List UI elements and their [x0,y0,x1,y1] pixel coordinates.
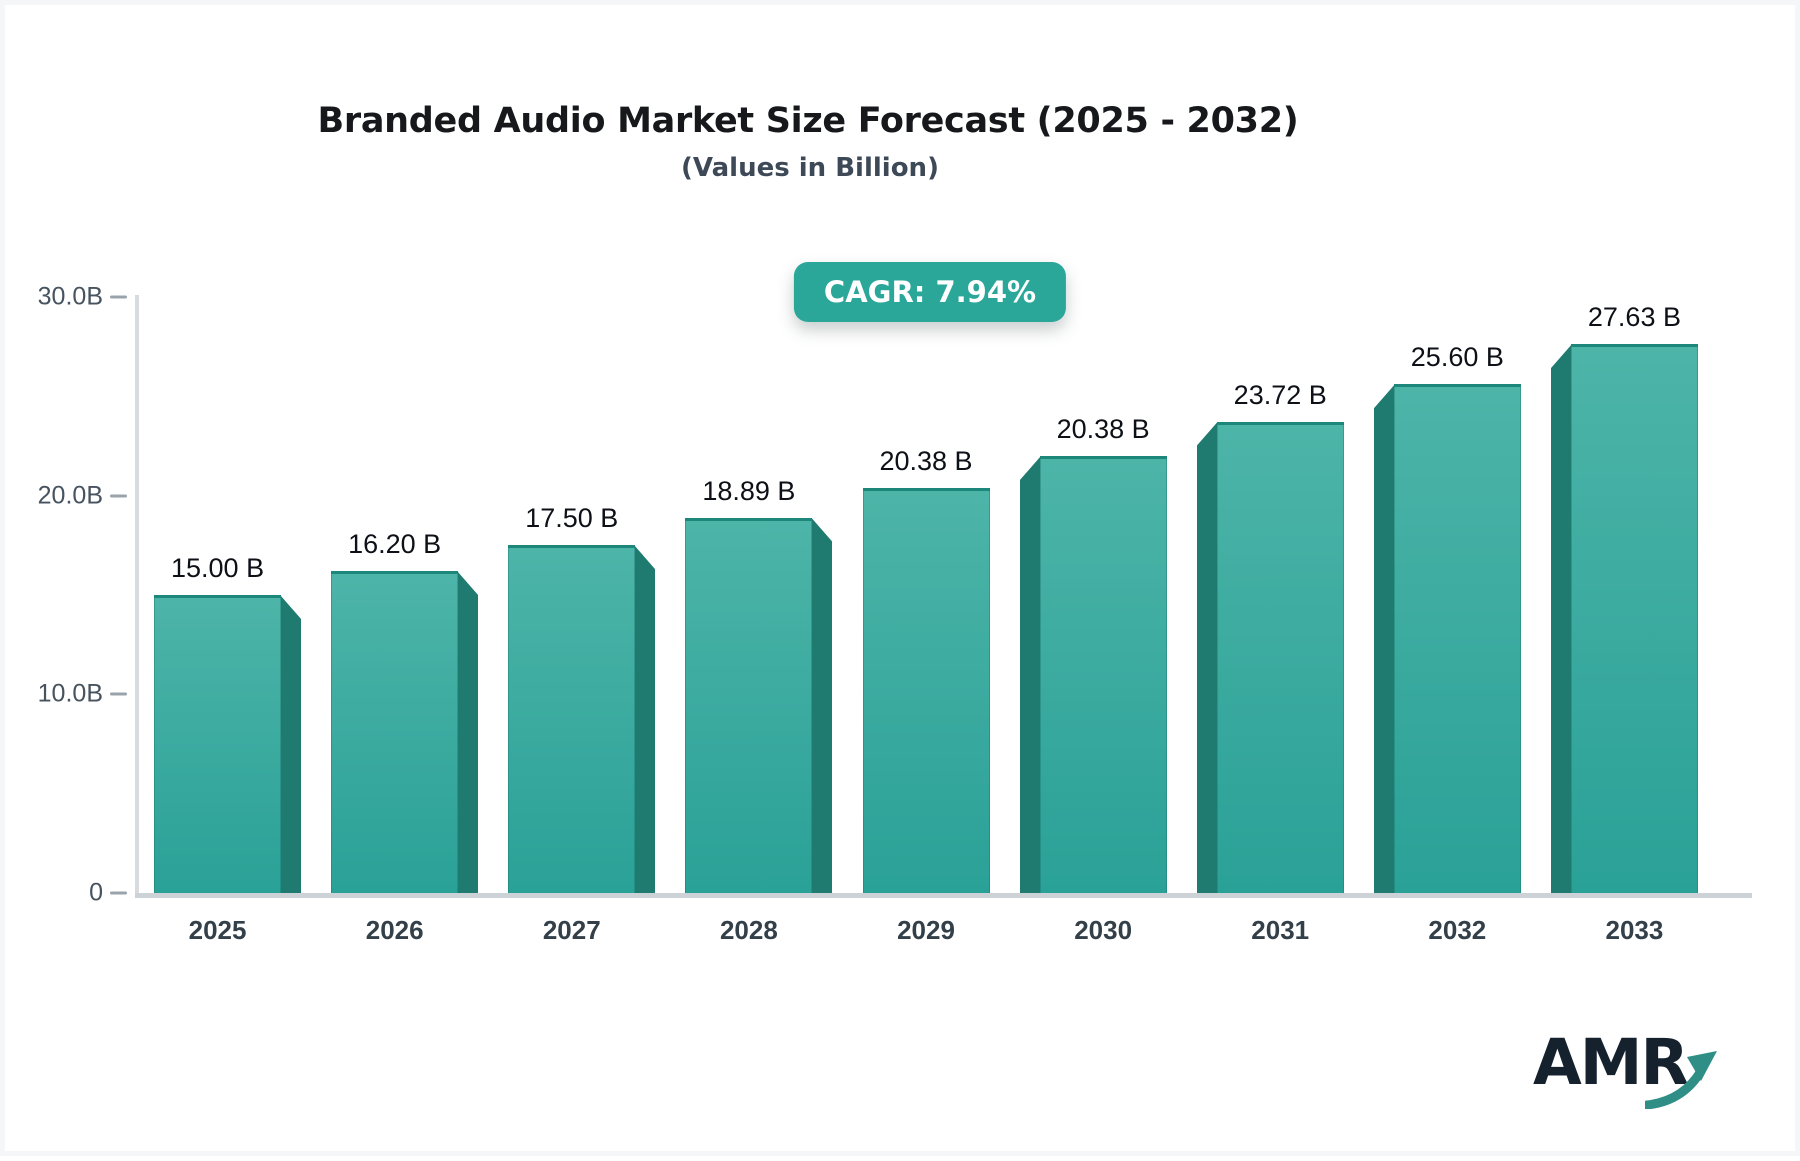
y-axis-tick-mark [110,295,127,299]
x-axis-label-2027: 2027 [542,915,601,945]
x-axis-label-2031: 2031 [1251,915,1310,945]
cagr-badge: CAGR: 7.94% [793,262,1067,322]
bar-side-face-2033 [1550,344,1572,893]
x-axis-label-2028: 2028 [719,915,778,945]
bar-2030[interactable] [1039,456,1167,893]
bar-side-face-2027 [634,545,656,893]
bar-value-label-2030: 20.38 B [1056,414,1150,445]
bar-side-face-2030 [1019,456,1041,893]
x-axis-label-2029: 2029 [897,915,955,945]
plot-area: 0 10.0B 20.0B 30.0B 15.00 B 16.20 B 17.50 B 18… [5,5,1800,1161]
bar-side-face-2032 [1373,384,1395,893]
amr-logo: AMR [1533,1026,1718,1113]
y-axis-tick-mark [110,692,127,696]
y-axis-tick-label: 20.0B [37,481,103,510]
bar-value-label-2033: 27.63 B [1587,302,1681,333]
y-axis-tick-mark [110,891,127,895]
y-axis-tick-label: 10.0B [37,679,103,708]
chart-subtitle: (Values in Billion) [681,153,939,183]
y-axis-tick-label: 0 [89,878,103,907]
x-axis-label-2030: 2030 [1074,915,1133,945]
bar-value-label-2032: 25.60 B [1410,342,1504,373]
y-axis-line [135,295,139,896]
bar-2032[interactable] [1393,384,1521,893]
bar-value-label-2025: 15.00 B [171,553,265,583]
y-axis-tick-mark [110,494,127,498]
growth-arrow-icon [1645,1051,1717,1109]
bar-2025[interactable] [154,595,282,893]
bar-2031[interactable] [1216,421,1344,893]
bar-side-face-2031 [1196,421,1218,893]
x-axis-label-2026: 2026 [365,915,424,945]
bar-value-label-2026: 16.20 B [348,529,442,560]
x-axis-label-2033: 2033 [1605,915,1664,945]
amr-logo-text: AMR [1533,1026,1689,1099]
bar-value-label-2029: 20.38 B [879,446,973,477]
bar-value-label-2028: 18.89 B [702,475,796,506]
bar-2029[interactable] [862,488,990,893]
x-axis-label-2025: 2025 [188,915,247,945]
bar-2033[interactable] [1570,344,1698,893]
y-axis-tick-label: 30.0B [37,282,103,311]
x-axis-label-2032: 2032 [1428,915,1487,945]
bar-2026[interactable] [331,571,459,893]
bar-2027[interactable] [508,545,636,893]
chart-title: Branded Audio Market Size Forecast (2025… [317,101,1299,141]
bar-value-label-2027: 17.50 B [525,503,619,534]
bar-side-face-2026 [457,571,479,893]
bar-side-face-2025 [280,595,302,893]
bar-value-label-2031: 23.72 B [1233,379,1327,410]
x-axis-line [135,893,1752,898]
bar-2028[interactable] [685,517,813,893]
bar-side-face-2028 [811,517,833,893]
